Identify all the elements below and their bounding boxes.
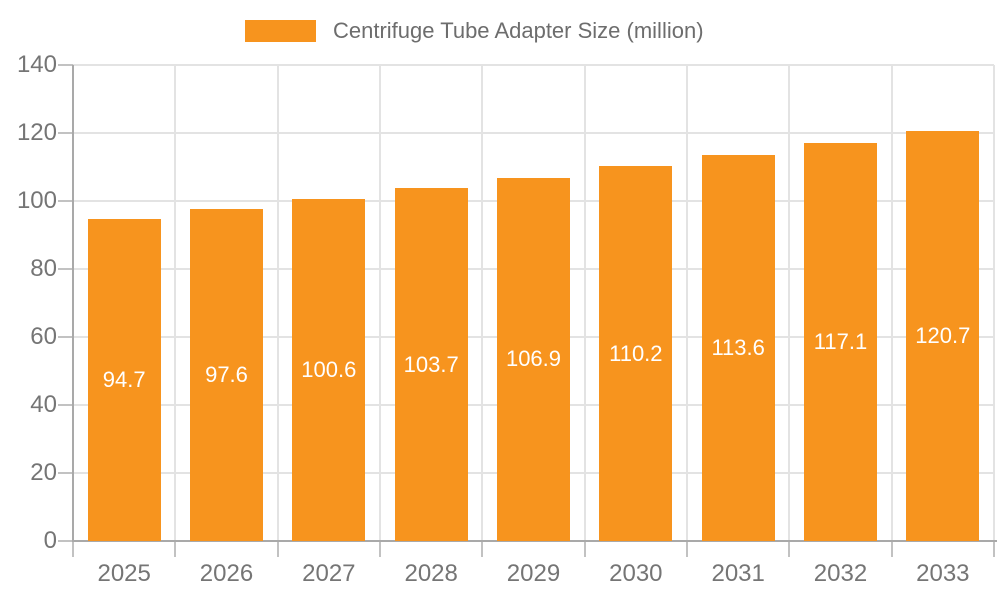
- x-tick-label: 2031: [711, 560, 765, 587]
- bar: [906, 130, 980, 541]
- x-tick: [890, 541, 893, 557]
- bar-value-label: 103.7: [403, 351, 459, 377]
- y-tick: [58, 404, 73, 406]
- v-gridline: [583, 65, 586, 541]
- legend-swatch: [245, 20, 316, 42]
- h-gridline: [73, 132, 994, 134]
- v-gridline: [379, 65, 381, 541]
- y-tick-label: 20: [30, 459, 57, 486]
- bar-value-label: 94.7: [102, 367, 146, 392]
- bar: [804, 142, 877, 541]
- v-gridline: [481, 65, 484, 541]
- bar: [599, 166, 673, 541]
- x-tick: [993, 541, 995, 557]
- v-gridline: [890, 65, 893, 541]
- bar-value-label: 113.6: [711, 334, 765, 360]
- x-tick: [481, 541, 484, 557]
- y-tick-label: 40: [30, 391, 57, 418]
- x-tick-label: 2025: [97, 560, 151, 587]
- x-tick-label: 2030: [609, 560, 663, 587]
- bar: [701, 154, 775, 541]
- h-gridline: [73, 64, 994, 66]
- x-tick: [686, 541, 688, 557]
- y-tick: [58, 200, 73, 202]
- x-tick: [276, 541, 279, 557]
- x-tick-label: 2027: [302, 560, 356, 587]
- bar-value-label: 120.7: [915, 322, 971, 348]
- bar-value-label: 117.1: [813, 328, 868, 354]
- v-gridline: [788, 65, 791, 541]
- y-tick: [58, 64, 73, 66]
- legend: Centrifuge Tube Adapter Size (million): [245, 19, 704, 43]
- y-tick: [58, 472, 73, 474]
- x-tick-label: 2033: [916, 560, 970, 587]
- y-tick: [58, 540, 73, 542]
- bar-value-label: 106.9: [505, 346, 562, 372]
- bar: [394, 188, 468, 541]
- v-gridline: [686, 65, 688, 541]
- y-tick-label: 80: [30, 255, 57, 282]
- v-gridline: [174, 65, 177, 541]
- x-tick-label: 2026: [199, 560, 254, 587]
- bar-value-label: 100.6: [301, 356, 357, 382]
- x-tick-label: 2029: [506, 560, 561, 587]
- y-axis-line: [72, 65, 74, 542]
- bar: [497, 177, 570, 541]
- y-tick-label: 60: [30, 323, 57, 350]
- bar-value-label: 97.6: [205, 362, 248, 388]
- bar: [87, 219, 161, 541]
- v-gridline: [993, 65, 995, 541]
- y-tick: [58, 132, 73, 134]
- x-tick-label: 2032: [813, 560, 868, 587]
- v-gridline: [276, 65, 279, 541]
- bar: [190, 209, 263, 541]
- x-axis-line: [72, 540, 997, 542]
- y-tick-label: 120: [16, 119, 57, 146]
- x-tick: [379, 541, 381, 557]
- x-tick: [583, 541, 586, 557]
- x-tick-label: 2028: [404, 560, 458, 587]
- bar-value-label: 110.2: [609, 340, 663, 366]
- y-tick-label: 100: [16, 187, 57, 214]
- y-tick-label: 0: [43, 527, 57, 554]
- x-tick: [174, 541, 177, 557]
- y-tick: [58, 268, 73, 270]
- y-tick: [58, 336, 73, 338]
- y-tick-label: 140: [16, 51, 57, 78]
- x-tick: [72, 541, 74, 557]
- bar: [292, 198, 366, 541]
- x-tick: [788, 541, 791, 557]
- legend-label: Centrifuge Tube Adapter Size (million): [333, 18, 704, 43]
